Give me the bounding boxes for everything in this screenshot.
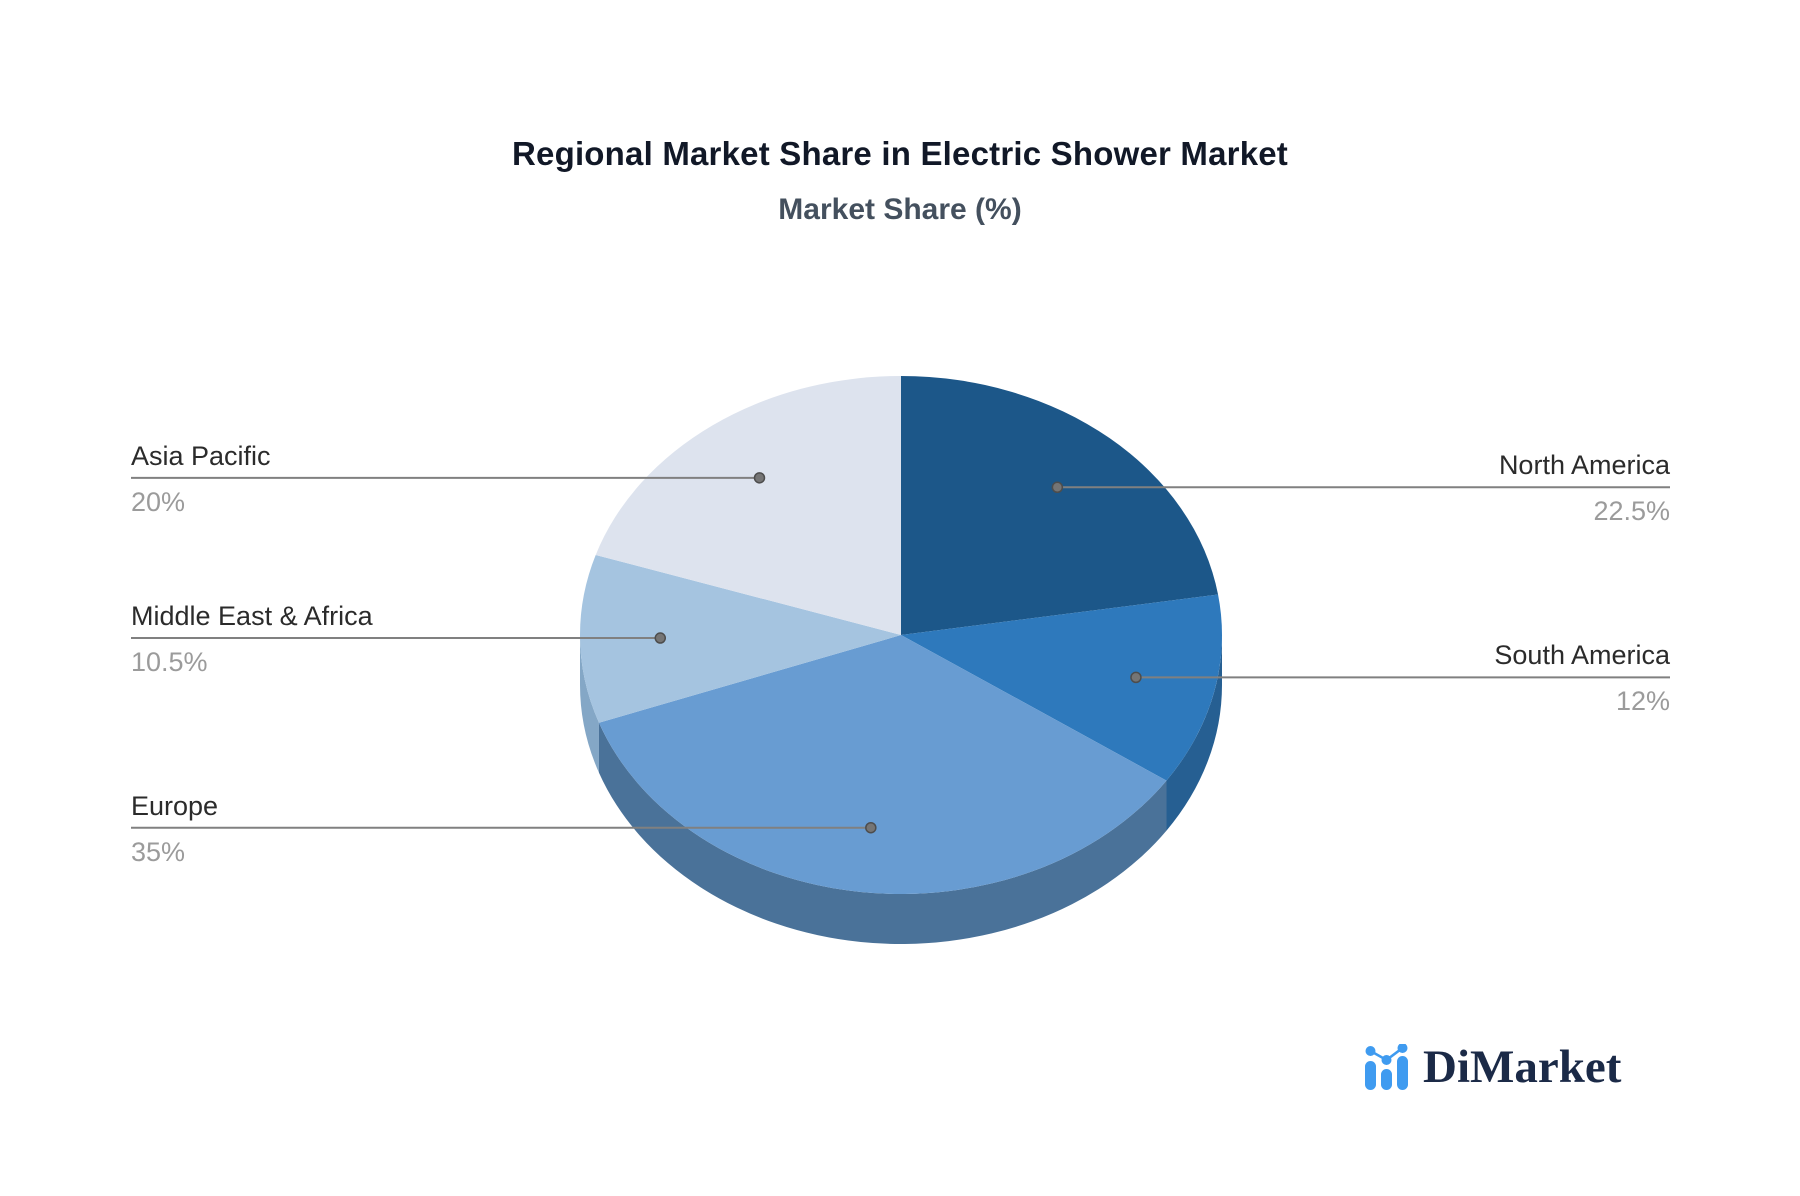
pie-slice-north-america[interactable] [901,376,1219,635]
leader-dot [654,632,667,644]
callout-europe: Europe 35% [131,790,218,868]
leader-dot [1051,481,1064,494]
slice-value: 22.5% [1593,496,1670,527]
pie-slice-asia-pacific[interactable] [595,376,901,635]
pie-slice-south-america[interactable] [901,594,1222,781]
slice-label: Middle East & Africa [131,601,373,632]
leader-dot [753,472,766,484]
callout-asia-pacific: Asia Pacific 20% [131,440,271,518]
pie-slice-side [598,722,1167,944]
pie-slice-side [1166,635,1222,831]
callout-south-america: South America 12% [1494,639,1670,717]
mini-bar-line-chart-icon [1365,1044,1408,1090]
slice-value: 20% [131,486,186,517]
callout-middle-east-africa: Middle East & Africa 10.5% [131,600,373,678]
slice-value: 12% [1615,686,1670,717]
slice-value: 35% [131,836,186,867]
slice-label: Europe [131,790,219,821]
pie-slice-middle-east-africa[interactable] [580,554,901,723]
pie-slice-europe[interactable] [598,635,1167,894]
leader-dot [1130,671,1142,684]
leader-dot [865,821,877,834]
pie-slice-side [580,635,599,773]
slice-value: 10.5% [131,647,208,678]
logo-text: DiMarket [1423,1041,1622,1093]
chart-subtitle: Market Share (%) [778,193,1022,226]
dimarket-logo: DiMarket [1364,1042,1621,1092]
slice-label: Asia Pacific [131,440,271,471]
callout-north-america: North America 22.5% [1499,449,1670,527]
slice-label: North America [1498,450,1670,481]
chart-title: Regional Market Share in Electric Shower… [512,135,1288,172]
slice-label: South America [1494,640,1670,671]
